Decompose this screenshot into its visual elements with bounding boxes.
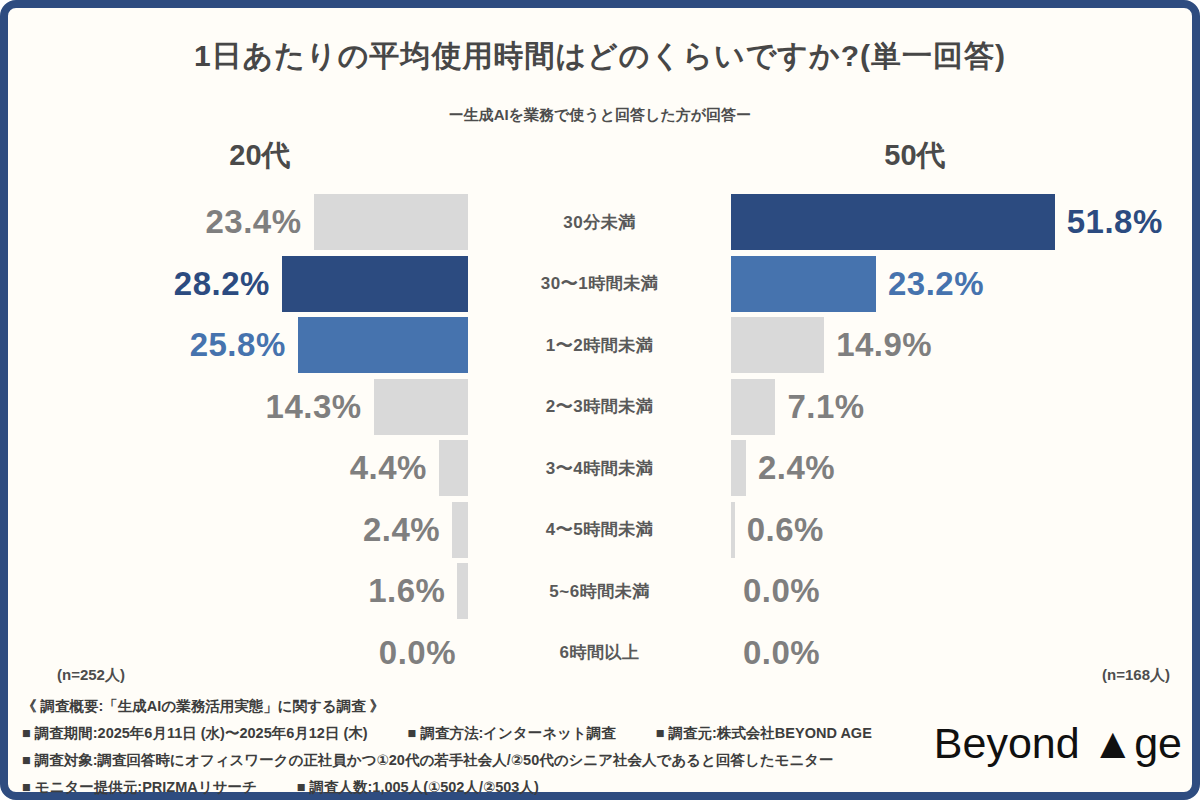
value-label-20s: 28.2% bbox=[174, 265, 270, 303]
value-label-50s: 0.0% bbox=[743, 572, 820, 610]
chart-row: 23.4% 30分未満 51.8% bbox=[0, 194, 1200, 250]
value-label-20s: 23.4% bbox=[205, 203, 301, 241]
bar-track-50s: 23.2% bbox=[731, 256, 1200, 312]
survey-detail-line-2: ■ 調査対象:調査回答時にオフィスワークの正社員かつ①20代の若手社会人/②50… bbox=[22, 747, 872, 774]
value-label-50s: 2.4% bbox=[758, 449, 835, 487]
survey-overview: 《 調査概要:「生成AIの業務活用実態」に関する調査 》 bbox=[22, 693, 872, 720]
bar-track-20s: 28.2% bbox=[0, 256, 468, 312]
bar-20s bbox=[298, 317, 468, 373]
bar-track-50s: 51.8% bbox=[731, 194, 1200, 250]
bar-track-20s: 14.3% bbox=[0, 379, 468, 435]
chart-row: 25.8% 1〜2時間未満 14.9% bbox=[0, 317, 1200, 373]
category-label: 1〜2時間未満 bbox=[468, 317, 731, 373]
sample-size-20s: (n=252人) bbox=[57, 666, 125, 685]
chart-row: 4.4% 3〜4時間未満 2.4% bbox=[0, 440, 1200, 496]
bar-track-50s: 7.1% bbox=[731, 379, 1200, 435]
survey-detail-item: ■ 調査元:株式会社BEYOND AGE bbox=[656, 725, 872, 741]
bar-track-20s: 23.4% bbox=[0, 194, 468, 250]
value-label-50s: 7.1% bbox=[787, 388, 864, 426]
category-label: 6時間以上 bbox=[468, 625, 731, 681]
bar-track-50s: 0.0% bbox=[731, 563, 1200, 619]
category-label: 30分未満 bbox=[468, 194, 731, 250]
bar-track-20s: 4.4% bbox=[0, 440, 468, 496]
chart-row: 14.3% 2〜3時間未満 7.1% bbox=[0, 379, 1200, 435]
chart-subtitle: ー生成AIを業務で使うと回答した方が回答ー bbox=[0, 106, 1200, 125]
survey-detail-line-1: ■ 調査期間:2025年6月11日 (水)〜2025年6月12日 (木) ■ 調査… bbox=[22, 720, 872, 747]
category-label: 3〜4時間未満 bbox=[468, 440, 731, 496]
bar-20s bbox=[282, 256, 468, 312]
bar-50s bbox=[731, 379, 775, 435]
chart-row: 28.2% 30〜1時間未満 23.2% bbox=[0, 256, 1200, 312]
bar-track-50s: 14.9% bbox=[731, 317, 1200, 373]
value-label-50s: 23.2% bbox=[888, 265, 984, 303]
bar-50s bbox=[731, 440, 746, 496]
bar-50s bbox=[731, 317, 824, 373]
chart-row: 1.6% 5~6時間未満 0.0% bbox=[0, 563, 1200, 619]
value-label-50s: 14.9% bbox=[836, 326, 932, 364]
survey-detail-item: ■ モニター提供元:PRIZMAリサーチ bbox=[22, 779, 257, 795]
beyond-age-logo: Beyond ▲ge bbox=[934, 719, 1182, 768]
bar-50s bbox=[731, 194, 1055, 250]
category-label: 5~6時間未満 bbox=[468, 563, 731, 619]
value-label-50s: 0.0% bbox=[743, 634, 820, 672]
category-label: 4〜5時間未満 bbox=[468, 502, 731, 558]
survey-detail-line-3: ■ モニター提供元:PRIZMAリサーチ ■ 調査人数:1,005人(①502人/… bbox=[22, 774, 872, 800]
value-label-50s: 51.8% bbox=[1067, 203, 1163, 241]
survey-detail-item: ■ 調査人数:1,005人(①502人/②503人) bbox=[297, 779, 539, 795]
page-title: 1日あたりの平均使用時間はどのくらいですか?(単一回答) bbox=[0, 36, 1200, 77]
bar-20s bbox=[457, 563, 468, 619]
bar-track-20s: 2.4% bbox=[0, 502, 468, 558]
value-label-20s: 14.3% bbox=[266, 388, 362, 426]
survey-footer: 《 調査概要:「生成AIの業務活用実態」に関する調査 》 ■ 調査期間:2025… bbox=[22, 693, 872, 800]
sample-size-50s: (n=168人) bbox=[1102, 666, 1170, 685]
bar-20s bbox=[374, 379, 468, 435]
survey-infographic: 1日あたりの平均使用時間はどのくらいですか?(単一回答) ー生成AIを業務で使う… bbox=[0, 0, 1200, 800]
value-label-50s: 0.6% bbox=[747, 511, 824, 549]
series-header-20s: 20代 bbox=[110, 136, 410, 176]
bar-track-20s: 25.8% bbox=[0, 317, 468, 373]
bar-50s bbox=[731, 502, 735, 558]
bar-track-50s: 0.6% bbox=[731, 502, 1200, 558]
bar-20s bbox=[452, 502, 468, 558]
value-label-20s: 2.4% bbox=[363, 511, 440, 549]
bar-50s bbox=[731, 256, 876, 312]
series-header-50s: 50代 bbox=[765, 136, 1065, 176]
value-label-20s: 1.6% bbox=[368, 572, 445, 610]
bar-track-20s: 1.6% bbox=[0, 563, 468, 619]
survey-detail-item: ■ 調査期間:2025年6月11日 (水)〜2025年6月12日 (木) bbox=[22, 725, 368, 741]
chart-row: 2.4% 4〜5時間未満 0.6% bbox=[0, 502, 1200, 558]
value-label-20s: 25.8% bbox=[190, 326, 286, 364]
value-label-20s: 4.4% bbox=[350, 449, 427, 487]
value-label-20s: 0.0% bbox=[379, 634, 456, 672]
bar-20s bbox=[439, 440, 468, 496]
bar-track-50s: 2.4% bbox=[731, 440, 1200, 496]
bar-20s bbox=[314, 194, 468, 250]
survey-detail-item: ■ 調査方法:インターネット調査 bbox=[408, 725, 616, 741]
category-label: 2〜3時間未満 bbox=[468, 379, 731, 435]
chart-row: 0.0% 6時間以上 0.0% bbox=[0, 625, 1200, 681]
category-label: 30〜1時間未満 bbox=[468, 256, 731, 312]
